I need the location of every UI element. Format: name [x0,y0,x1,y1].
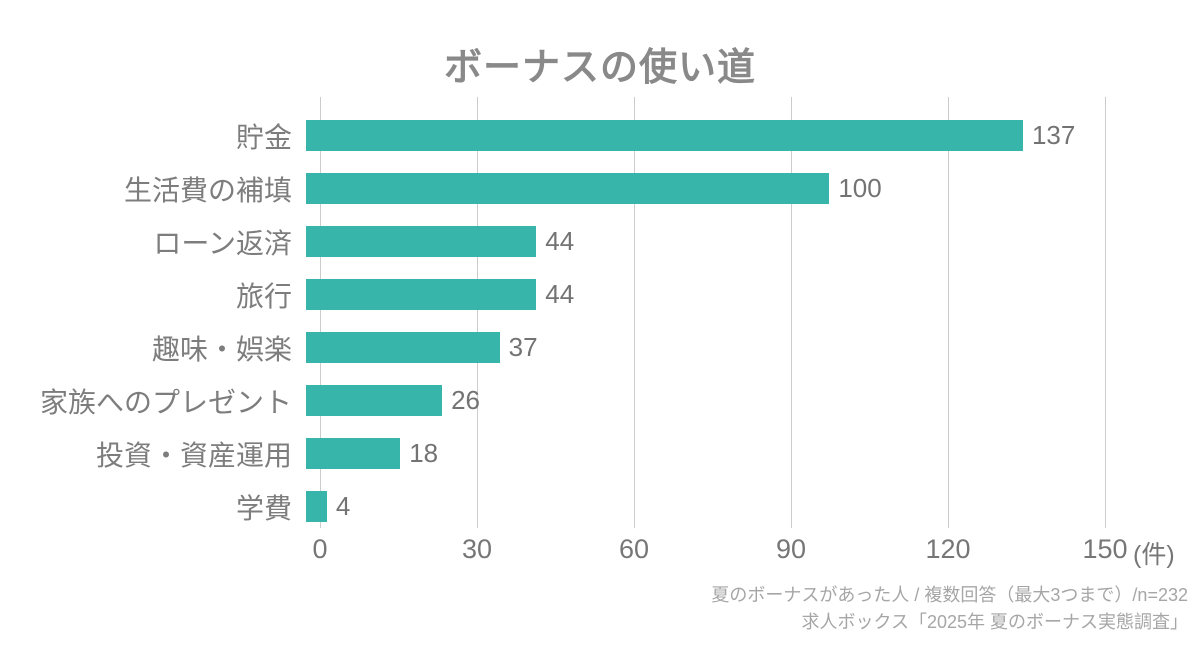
value-label: 44 [545,226,575,256]
bar-track: 137 [306,120,1091,151]
value-label: 37 [508,332,538,362]
bar-row: 学費 4 [0,480,1105,533]
value-label: 18 [409,438,439,468]
value-label: 26 [451,385,480,415]
category-label: 投資・資産運用 [95,439,292,471]
bar-row: 旅行 44 [0,268,1105,321]
bar [306,226,537,257]
bar-row: 生活費の補填 100 [0,162,1105,215]
gridline-60 [633,97,635,528]
bar [306,491,327,522]
bar-track: 37 [306,332,1091,363]
bar [306,120,1023,151]
bar-row: 貯金 137 [0,109,1105,162]
source-note-line2: 求人ボックス「2025年 夏のボーナス実態調査」 [801,612,1188,632]
bar-track: 100 [306,173,1091,204]
category-label: 学費 [235,492,292,524]
category-label: 生活費の補填 [123,174,292,206]
bar [306,332,500,363]
x-tick-label: 30 [461,534,493,564]
gridline-120 [947,97,949,528]
category-label: 旅行 [235,280,292,312]
x-axis-unit-label: (件) [1133,541,1175,569]
bar-track: 26 [306,385,1091,416]
x-tick-label: 60 [618,534,650,564]
bar-row: 家族へのプレゼント 26 [0,374,1105,427]
value-label: 137 [1031,120,1076,150]
bar [306,385,443,416]
gridline-150 [1104,97,1106,528]
gridline-0 [319,97,321,528]
bar [306,173,830,204]
x-tick-label: 120 [925,534,971,564]
category-label: 家族へのプレゼント [39,386,292,418]
category-label: 貯金 [235,121,292,153]
x-tick-label: 90 [775,534,807,564]
x-tick-label: 0 [312,534,328,564]
bar-row: 投資・資産運用 18 [0,427,1105,480]
value-label: 44 [545,279,575,309]
value-label: 4 [335,491,351,521]
x-axis: (件) 0 30 60 90 120 150 [312,534,1174,569]
bar-track: 44 [306,279,1091,310]
bars-container: 貯金 137 生活費の補填 100 ローン返済 44 旅行 44 趣味・娯楽 37 家族へのプレゼン… [0,109,1105,533]
source-note-line1: 夏のボーナスがあった人 / 複数回答（最大3つまで）/n=232 [711,585,1188,605]
category-label: ローン返済 [153,227,292,259]
bar-row: 趣味・娯楽 37 [0,321,1105,374]
plot-area: 貯金 137 生活費の補填 100 ローン返済 44 旅行 44 趣味・娯楽 37 家族へのプレゼン… [0,97,1106,528]
gridline-30 [476,97,478,528]
category-label: 趣味・娯楽 [151,333,292,365]
x-tick-label: 150 [1082,534,1128,564]
bar-row: ローン返済 44 [0,215,1105,268]
bar [306,438,401,469]
value-label: 100 [838,173,882,203]
bar-track: 4 [306,491,1091,522]
source-notes: 夏のボーナスがあった人 / 複数回答（最大3つまで）/n=232 求人ボックス「… [711,582,1188,636]
gridline-90 [790,97,792,528]
chart-title: ボーナスの使い道 [443,47,756,89]
bar-track: 18 [306,438,1091,469]
gridlines-layer [319,97,1106,528]
bar [306,279,537,310]
bar-track: 44 [306,226,1091,257]
